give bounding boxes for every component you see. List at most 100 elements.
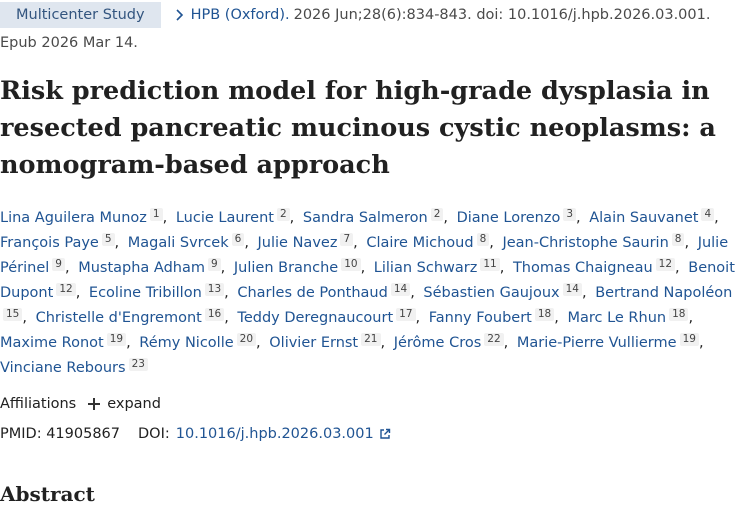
- affiliations-label: Affiliations: [0, 396, 77, 412]
- author-link[interactable]: Lilian Schwarz: [373, 260, 478, 276]
- author-separator: ,: [684, 235, 690, 251]
- affiliation-number[interactable]: 8: [476, 233, 490, 246]
- affiliation-number[interactable]: 14: [390, 283, 411, 296]
- doi-link[interactable]: 10.1016/j.hpb.2026.03.001: [175, 426, 374, 442]
- author-item: Alain Sauvanet 4,: [589, 208, 723, 226]
- expand-label[interactable]: expand: [107, 396, 161, 412]
- affiliation-number[interactable]: 9: [52, 258, 65, 271]
- affiliation-number[interactable]: 19: [106, 333, 127, 346]
- author-link[interactable]: Vinciane Rebours: [0, 360, 126, 376]
- author-link[interactable]: Marie-Pierre Vullierme: [516, 335, 677, 351]
- affiliation-number[interactable]: 2: [276, 208, 290, 221]
- author-link[interactable]: Jean-Christophe Saurin: [502, 235, 669, 251]
- affiliation-number[interactable]: 21: [361, 333, 381, 346]
- author-separator: ,: [443, 210, 448, 226]
- author-link[interactable]: Magali Svrcek: [127, 235, 229, 251]
- affiliation-number[interactable]: 13: [204, 283, 225, 296]
- author-link[interactable]: Marc Le Rhun: [567, 310, 667, 326]
- affiliation-number[interactable]: 10: [341, 258, 361, 271]
- affiliation-number[interactable]: 23: [128, 358, 148, 371]
- affiliation-number[interactable]: 12: [56, 283, 76, 296]
- author-item: Mustapha Adham 9,: [78, 258, 229, 276]
- external-link-icon[interactable]: [379, 428, 391, 440]
- author-link[interactable]: Sébastien Gaujoux: [423, 285, 560, 301]
- affiliation-number[interactable]: 20: [236, 333, 257, 346]
- affiliation-number[interactable]: 17: [396, 308, 416, 321]
- author-link[interactable]: Bertrand Napoléon: [595, 285, 733, 301]
- citation-text: 2026 Jun;28(6):834-843. doi: 10.1016/j.h…: [293, 7, 711, 23]
- author-item: Jean-Christophe Saurin 8,: [502, 233, 693, 251]
- author-link[interactable]: Julien Branche: [233, 260, 339, 276]
- affiliation-number[interactable]: 11: [480, 258, 500, 271]
- author-link[interactable]: Olivier Ernst: [269, 335, 359, 351]
- affiliation-number[interactable]: 22: [484, 333, 504, 346]
- author-link[interactable]: Maxime Ronot: [0, 335, 104, 351]
- author-separator: ,: [126, 335, 131, 351]
- publication-type-badge[interactable]: Multicenter Study: [0, 2, 161, 28]
- author-item: Rémy Nicolle 20,: [139, 333, 264, 351]
- affiliation-number[interactable]: 3: [563, 208, 577, 221]
- author-item: Christelle d'Engremont 16,: [35, 308, 233, 326]
- plus-icon: [88, 398, 101, 410]
- author-item: Vinciane Rebours 23: [0, 358, 148, 376]
- expand-affiliations-button[interactable]: expand: [88, 396, 161, 412]
- journal-link[interactable]: HPB (Oxford).: [173, 7, 290, 23]
- author-separator: ,: [714, 210, 719, 226]
- affiliation-number[interactable]: 12: [655, 258, 676, 271]
- author-link[interactable]: Julie Périnel: [0, 235, 729, 276]
- author-link[interactable]: Christelle d'Engremont: [35, 310, 202, 326]
- author-item: Diane Lorenzo 3,: [456, 208, 585, 226]
- affiliation-number[interactable]: 2: [430, 208, 444, 221]
- author-link[interactable]: François Paye: [0, 235, 99, 251]
- author-link[interactable]: Rémy Nicolle: [139, 335, 234, 351]
- author-link[interactable]: Benoit Dupont: [0, 260, 735, 301]
- author-link[interactable]: Lina Aguilera Munoz: [0, 210, 147, 226]
- author-separator: ,: [698, 335, 704, 351]
- author-separator: ,: [415, 310, 421, 326]
- affiliation-number[interactable]: 7: [340, 233, 354, 246]
- author-link[interactable]: Claire Michoud: [366, 235, 474, 251]
- author-link[interactable]: Teddy Deregnaucourt: [237, 310, 394, 326]
- affiliation-number[interactable]: 16: [204, 308, 225, 321]
- affiliations-row: Affiliations expand: [0, 396, 161, 412]
- author-separator: ,: [114, 235, 120, 251]
- affiliation-number[interactable]: 9: [207, 258, 221, 271]
- author-item: Charles de Ponthaud 14,: [237, 283, 418, 301]
- author-link[interactable]: Mustapha Adham: [78, 260, 205, 276]
- identifiers-row: PMID: 41905867 DOI: 10.1016/j.hpb.2026.0…: [0, 426, 391, 442]
- author-link[interactable]: Julie Navez: [257, 235, 338, 251]
- author-link[interactable]: Thomas Chaigneau: [512, 260, 653, 276]
- author-separator: ,: [256, 335, 261, 351]
- affiliation-number[interactable]: 18: [534, 308, 555, 321]
- author-link[interactable]: Diane Lorenzo: [456, 210, 561, 226]
- affiliation-number[interactable]: 1: [149, 208, 163, 221]
- journal-name[interactable]: HPB (Oxford).: [190, 7, 290, 23]
- affiliation-number[interactable]: 8: [671, 233, 685, 246]
- affiliation-number[interactable]: 15: [3, 308, 23, 321]
- affiliation-number[interactable]: 4: [701, 208, 715, 221]
- author-separator: ,: [503, 335, 509, 351]
- author-link[interactable]: Fanny Foubert: [428, 310, 532, 326]
- author-link[interactable]: Alain Sauvanet: [589, 210, 699, 226]
- author-separator: ,: [224, 310, 229, 326]
- author-separator: ,: [360, 260, 366, 276]
- author-item: Claire Michoud 8,: [366, 233, 498, 251]
- author-item: Julie Périnel 9,: [0, 235, 728, 276]
- author-link[interactable]: Lucie Laurent: [175, 210, 274, 226]
- author-item: Marc Le Rhun 18,: [567, 308, 697, 326]
- author-link[interactable]: Charles de Ponthaud: [237, 285, 388, 301]
- author-separator: ,: [244, 235, 249, 251]
- affiliation-number[interactable]: 19: [679, 333, 699, 346]
- author-item: Maxime Ronot 19,: [0, 333, 135, 351]
- epub-date: Epub 2026 Mar 14.: [0, 35, 138, 51]
- affiliation-number[interactable]: 6: [231, 233, 245, 246]
- affiliation-number[interactable]: 14: [562, 283, 582, 296]
- author-item: Marie-Pierre Vullierme 19,: [516, 333, 708, 351]
- author-item: Teddy Deregnaucourt 17,: [237, 308, 424, 326]
- author-link[interactable]: Ecoline Tribillon: [88, 285, 202, 301]
- author-item: Benoit Dupont 12,: [0, 260, 735, 301]
- author-link[interactable]: Sandra Salmeron: [302, 210, 428, 226]
- author-link[interactable]: Jérôme Cros: [393, 335, 482, 351]
- affiliation-number[interactable]: 5: [101, 233, 115, 246]
- affiliation-number[interactable]: 18: [669, 308, 689, 321]
